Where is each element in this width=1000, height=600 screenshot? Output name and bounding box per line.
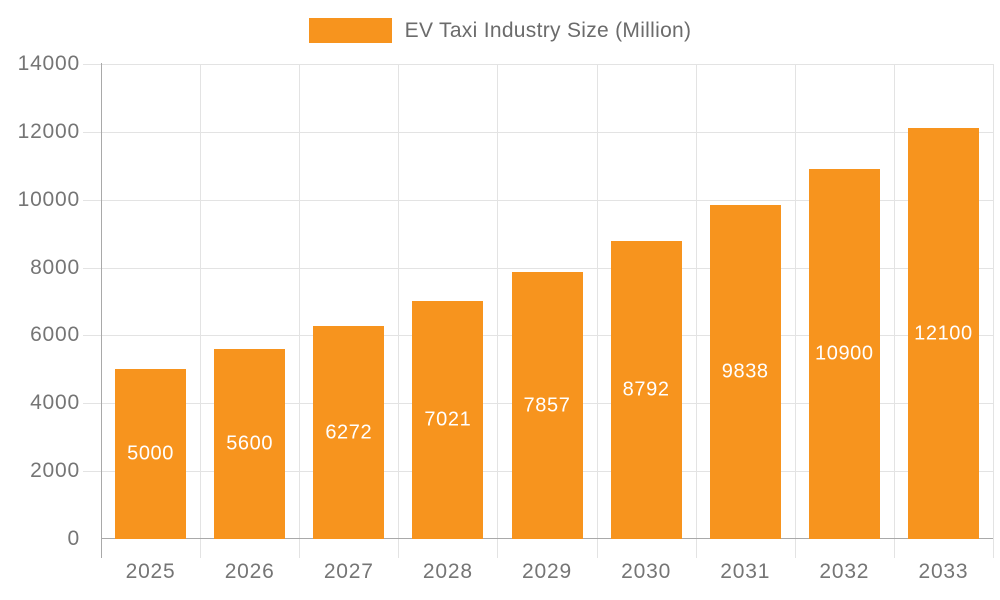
x-tick-label: 2027 — [323, 560, 374, 583]
bar-2029[interactable]: 7857 — [511, 272, 583, 539]
grid-line-v — [993, 64, 994, 558]
x-tick-label: 2028 — [422, 560, 473, 583]
bar-value-label: 5600 — [226, 432, 274, 455]
grid-line-v — [794, 64, 796, 558]
x-tick-label: 2033 — [918, 560, 969, 583]
bar-value-label: 7021 — [424, 408, 472, 431]
grid-line-v — [497, 64, 499, 558]
grid-line-v — [893, 64, 895, 558]
x-tick-label: 2029 — [522, 560, 572, 583]
bar-value-label: 8792 — [622, 378, 670, 401]
grid-line-h — [83, 267, 993, 269]
y-tick-label: 14000 — [17, 52, 80, 75]
legend-label: EV Taxi Industry Size (Million) — [404, 18, 692, 42]
y-tick-label: 6000 — [30, 323, 80, 347]
y-tick-label: 2000 — [30, 459, 80, 483]
grid-line-h — [83, 64, 993, 65]
grid-line-v — [299, 64, 301, 558]
y-tick-label: 10000 — [17, 187, 80, 211]
bar-value-label: 12100 — [914, 322, 973, 345]
bar-2032[interactable]: 10900 — [808, 169, 880, 539]
x-tick-label: 2030 — [621, 560, 672, 583]
x-tick-label: 2025 — [125, 560, 176, 583]
bar-2031[interactable]: 9838 — [709, 205, 781, 539]
grid-line-v — [200, 64, 202, 558]
bar-value-label: 6272 — [325, 421, 373, 444]
bar-2027[interactable]: 6272 — [313, 326, 385, 539]
y-tick-label: 4000 — [30, 391, 80, 415]
y-axis-line — [101, 63, 102, 558]
bar-2033[interactable]: 12100 — [907, 128, 979, 539]
bar-2025[interactable]: 5000 — [115, 369, 187, 539]
x-tick-label: 2031 — [720, 560, 771, 583]
bar-2028[interactable]: 7021 — [412, 300, 484, 539]
bar-2026[interactable]: 5600 — [214, 349, 286, 539]
y-tick-label: 0 — [67, 527, 80, 550]
grid-line-h — [83, 131, 993, 133]
grid-line-v — [398, 64, 400, 558]
y-tick-label: 12000 — [17, 119, 80, 143]
grid-line-h — [83, 199, 993, 201]
plot-area: 5000 5600 6272 7021 7857 8792 9838 10900 12100 — [83, 63, 994, 558]
bar-value-label: 5000 — [127, 442, 174, 465]
x-tick-label: 2032 — [819, 560, 870, 583]
bar-2030[interactable]: 8792 — [610, 240, 682, 539]
bar-value-label: 7857 — [523, 394, 571, 417]
y-tick-label: 8000 — [30, 255, 80, 279]
chart-legend[interactable]: EV Taxi Industry Size (Million) — [0, 18, 1000, 43]
grid-line-v — [596, 64, 598, 558]
grid-line-v — [695, 64, 697, 558]
bar-value-label: 10900 — [815, 342, 874, 365]
x-tick-label: 2026 — [224, 560, 275, 583]
bar-value-label: 9838 — [721, 360, 769, 383]
legend-swatch — [308, 18, 392, 43]
